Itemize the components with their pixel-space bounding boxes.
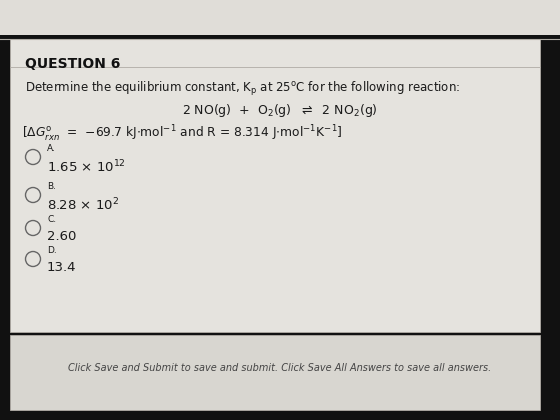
Bar — [10, 39, 540, 332]
Text: Click Save and Submit to save and submit. Click Save All Answers to save all ans: Click Save and Submit to save and submit… — [68, 363, 492, 373]
Text: D.: D. — [47, 246, 57, 255]
Text: QUESTION 6: QUESTION 6 — [25, 57, 120, 71]
Text: Determine the equilibrium constant, K$_\mathrm{p}$ at 25$^{\mathrm{o}}$C for the: Determine the equilibrium constant, K$_\… — [25, 80, 460, 98]
Text: C.: C. — [47, 215, 56, 224]
Text: [$\Delta G^{\mathrm{o}}_{rxn}$  =  $-$69.7 kJ$\cdot$mol$^{-1}$ and R = 8.314 J$\: [$\Delta G^{\mathrm{o}}_{rxn}$ = $-$69.7… — [22, 124, 343, 144]
Text: A.: A. — [47, 144, 56, 153]
Text: B.: B. — [47, 182, 56, 191]
Text: 1.65 $\times$ 10$^{12}$: 1.65 $\times$ 10$^{12}$ — [47, 159, 126, 176]
Text: 13.4: 13.4 — [47, 261, 77, 274]
Bar — [0, 0, 560, 35]
Text: 8.28 $\times$ 10$^{2}$: 8.28 $\times$ 10$^{2}$ — [47, 197, 119, 214]
Text: 2.60: 2.60 — [47, 230, 76, 243]
Text: 2 NO(g)  +  O$_2$(g)  $\rightleftharpoons$  2 NO$_2$(g): 2 NO(g) + O$_2$(g) $\rightleftharpoons$ … — [182, 102, 378, 119]
Bar — [10, 335, 540, 410]
